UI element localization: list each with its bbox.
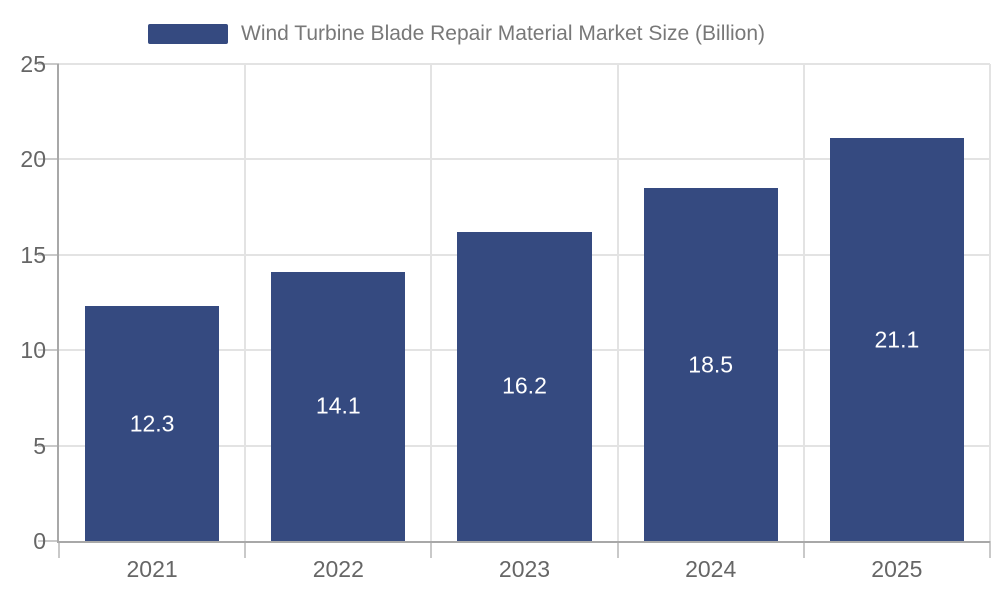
x-axis xyxy=(57,541,990,543)
x-tick xyxy=(58,541,60,558)
y-tick xyxy=(38,540,59,542)
y-tick-label: 15 xyxy=(20,241,46,268)
y-tick-label: 0 xyxy=(33,528,46,554)
legend-swatch xyxy=(148,24,228,44)
x-gridline xyxy=(802,64,805,541)
x-category-label: 2022 xyxy=(312,556,364,582)
bar-2022: 14.1 xyxy=(271,271,406,541)
y-tick xyxy=(38,349,59,352)
y-tick xyxy=(38,444,59,447)
x-tick xyxy=(430,541,433,558)
bar-value-label: 21.1 xyxy=(874,326,920,353)
x-gridline xyxy=(616,64,619,541)
bar-2021: 12.3 xyxy=(85,306,220,541)
bar-2025: 21.1 xyxy=(829,138,964,541)
x-category-label: 2021 xyxy=(126,556,178,582)
y-tick-label: 10 xyxy=(20,337,46,364)
y-tick xyxy=(38,253,59,256)
y-gridline xyxy=(59,158,990,161)
x-tick xyxy=(802,541,805,558)
y-tick-label: 25 xyxy=(20,51,46,77)
x-category-label: 2023 xyxy=(498,556,551,582)
x-category-label: 2024 xyxy=(685,556,737,582)
x-gridline xyxy=(244,64,247,541)
bar-value-label: 12.3 xyxy=(129,410,175,437)
x-tick xyxy=(244,541,247,558)
y-axis xyxy=(57,64,59,543)
x-category-label: 2025 xyxy=(871,556,923,582)
bar-value-label: 18.5 xyxy=(688,351,734,377)
y-tick-label: 20 xyxy=(20,146,46,173)
x-tick xyxy=(989,541,991,558)
bar-2024: 18.5 xyxy=(643,188,778,541)
bar-value-label: 16.2 xyxy=(502,372,547,399)
y-tick xyxy=(38,158,59,161)
y-gridline xyxy=(59,63,990,65)
y-tick xyxy=(38,63,59,65)
legend-item[interactable]: Wind Turbine Blade Repair Material Marke… xyxy=(148,22,765,46)
bar-2023: 16.2 xyxy=(457,231,592,541)
legend-label: Wind Turbine Blade Repair Material Marke… xyxy=(241,22,766,45)
x-gridline xyxy=(430,64,433,541)
bar-value-label: 14.1 xyxy=(315,392,361,419)
y-tick-label: 5 xyxy=(33,432,46,459)
x-gridline xyxy=(989,64,991,541)
x-tick xyxy=(616,541,619,558)
